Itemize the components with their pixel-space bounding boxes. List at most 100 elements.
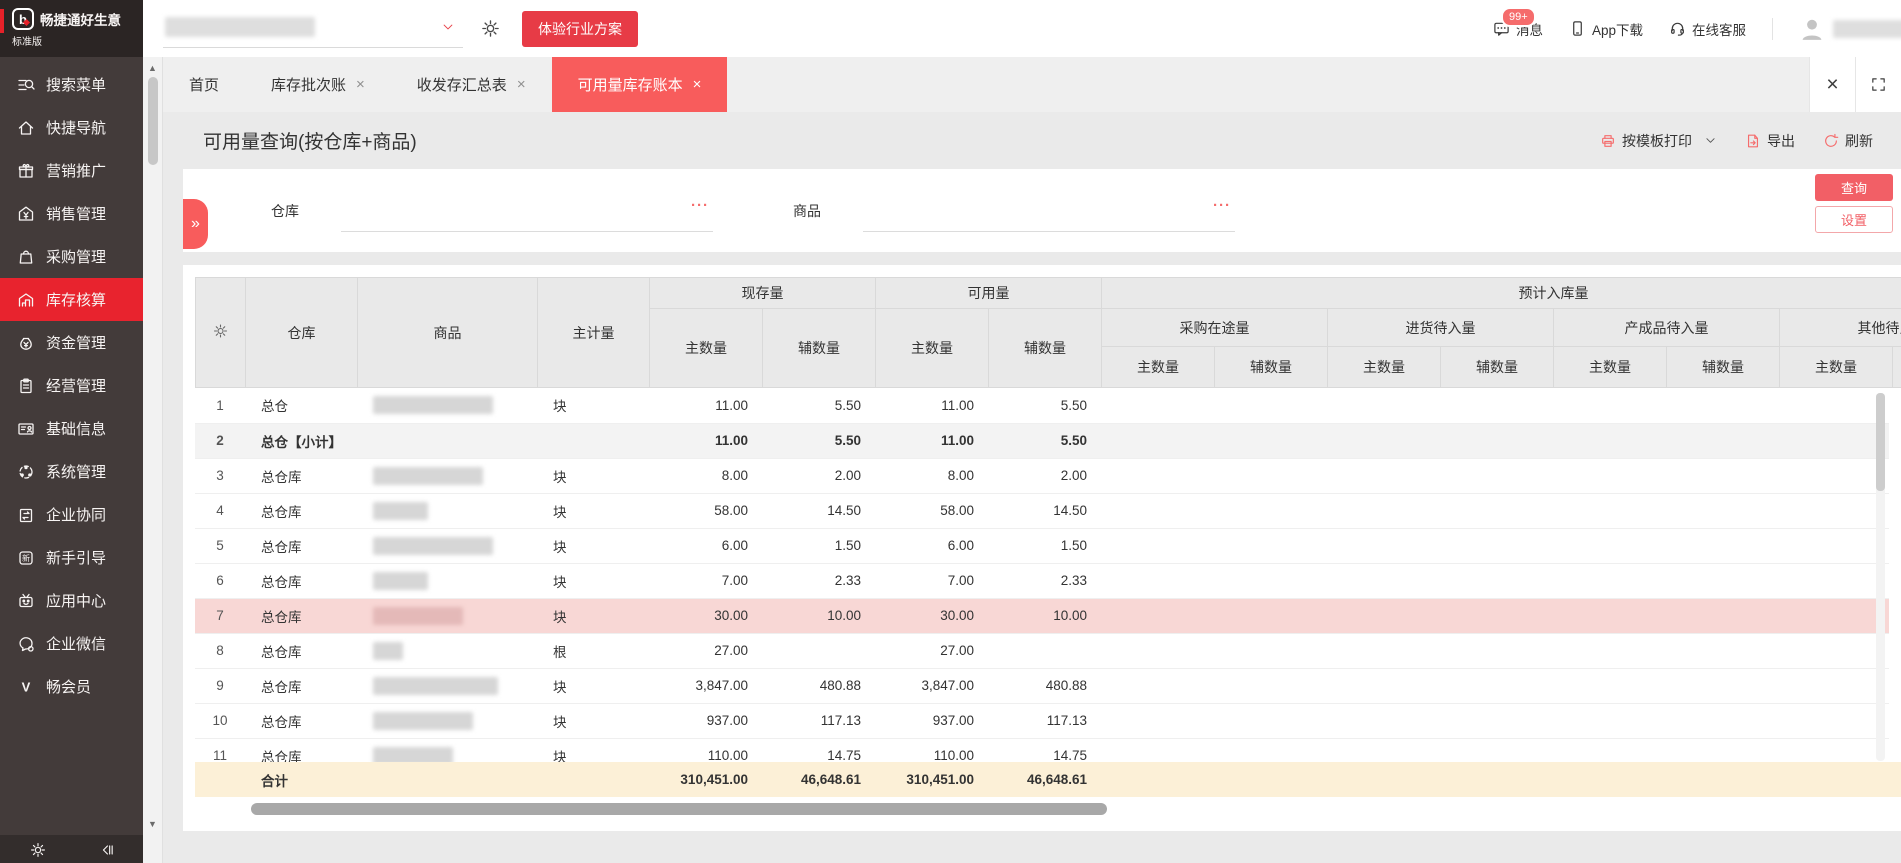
messages-button[interactable]: 消息 99+ xyxy=(1493,6,1543,39)
sidebar-settings-gear-icon[interactable] xyxy=(30,841,46,857)
warehouse-filter: 仓库 ··· xyxy=(271,190,713,232)
query-button[interactable]: 查询 xyxy=(1815,174,1893,201)
table-row[interactable]: 3 总仓库块 8.00 2.00 8.00 2.00 xyxy=(195,458,1889,494)
sidebar-item-label: 快捷导航 xyxy=(46,120,107,137)
sidebar-item-sales[interactable]: 销售管理 xyxy=(0,192,143,235)
product-cell-redacted xyxy=(357,423,537,459)
results-table-card: 仓库 商品 主计量 现存量 可用量 预计入库量 主数量 辅数量 主数量 辅数量 采购在途量 进货待入量… xyxy=(183,265,1901,831)
quantity-cell: 14.75 xyxy=(762,738,875,762)
sidebar-item-wecom[interactable]: 企业微信 xyxy=(0,622,143,665)
table-row[interactable]: 4 总仓库块 58.00 14.50 58.00 14.50 xyxy=(195,493,1889,529)
tab-2[interactable]: 库存批次账 × xyxy=(245,57,391,112)
table-row[interactable]: 6 总仓库块 7.00 2.33 7.00 2.33 xyxy=(195,563,1889,599)
tab-4[interactable]: 可用量库存账本 × xyxy=(551,57,728,112)
scroll-down-arrow[interactable]: ▼ xyxy=(148,819,157,829)
tab-1[interactable]: 首页 xyxy=(163,57,245,112)
settings-button[interactable]: 设置 xyxy=(1815,206,1893,233)
sidebar-item-funds[interactable]: 资金管理 xyxy=(0,321,143,364)
quantity-cell xyxy=(1327,388,1440,424)
tab-label: 首页 xyxy=(189,77,220,94)
sidebar-collapse-icon[interactable] xyxy=(99,841,115,857)
filter-expander-chevrons-icon[interactable]: » xyxy=(183,199,208,249)
sales-icon xyxy=(17,205,35,223)
sidebar-item-search-menu[interactable]: 搜索菜单 xyxy=(0,63,143,106)
table-row[interactable]: 2 总仓【小计】 11.00 5.50 11.00 5.50 xyxy=(195,423,1889,459)
print-chevron-down-icon xyxy=(1704,134,1717,147)
sidebar-item-member[interactable]: V 畅会员 xyxy=(0,665,143,708)
table-row[interactable]: 1 总仓块 11.00 5.50 11.00 5.50 xyxy=(195,388,1889,424)
table-row[interactable]: 8 总仓库根 27.00 27.00 xyxy=(195,633,1889,669)
tab-close-icon[interactable]: × xyxy=(356,76,365,93)
row-number-cell: 10 xyxy=(195,703,245,739)
warehouse-picker-ellipsis[interactable]: ··· xyxy=(691,196,709,214)
quantity-cell xyxy=(1327,668,1440,704)
quantity-cell xyxy=(1779,633,1889,669)
export-icon xyxy=(1745,133,1761,149)
close-all-tabs-button[interactable]: × xyxy=(1809,57,1855,112)
sidebar-item-operation[interactable]: 经营管理 xyxy=(0,364,143,407)
page-header: 可用量查询(按仓库+商品) 按模板打印 导出 xyxy=(163,112,1901,169)
quantity-cell xyxy=(1214,668,1327,704)
sidebar-item-system[interactable]: 系统管理 xyxy=(0,450,143,493)
table-row[interactable]: 10 总仓库块 937.00 117.13 937.00 117.13 xyxy=(195,703,1889,739)
warehouse-cell: 总仓库 xyxy=(245,633,357,669)
table-body-viewport: 1 总仓块 11.00 5.50 11.00 5.50 2 总仓【小计】 11.00 5.50 11… xyxy=(195,388,1889,762)
refresh-button[interactable]: 刷新 xyxy=(1823,131,1873,151)
warehouse-cell: 总仓库 xyxy=(245,738,357,762)
quick-nav-icon xyxy=(17,119,35,137)
tab-close-icon[interactable]: × xyxy=(516,76,526,93)
online-support-button[interactable]: 在线客服 xyxy=(1669,19,1746,39)
company-selector[interactable] xyxy=(163,9,463,48)
product-input[interactable]: ··· xyxy=(863,190,1235,232)
sidebar-item-label: 营销推广 xyxy=(46,163,107,180)
sidebar-item-quick-nav[interactable]: 快捷导航 xyxy=(0,106,143,149)
quantity-cell xyxy=(1101,493,1214,529)
sidebar-item-newbie-guide[interactable]: 新 新手引导 xyxy=(0,536,143,579)
quantity-cell xyxy=(1101,668,1214,704)
table-vertical-scrollbar-thumb[interactable] xyxy=(1876,393,1885,491)
purchase-icon xyxy=(17,248,35,266)
sidebar-item-collaboration[interactable]: 企业协同 xyxy=(0,493,143,536)
tab-close-icon[interactable]: × xyxy=(692,76,702,93)
fullscreen-button[interactable] xyxy=(1855,57,1901,112)
product-picker-ellipsis[interactable]: ··· xyxy=(1213,196,1231,214)
user-account[interactable] xyxy=(1799,16,1901,42)
quantity-cell xyxy=(1779,668,1889,704)
table-row[interactable]: 11 总仓库块 110.00 14.75 110.00 14.75 xyxy=(195,738,1889,762)
export-button[interactable]: 导出 xyxy=(1745,131,1795,151)
quantity-cell xyxy=(1779,528,1889,564)
sidebar-item-base-info[interactable]: 基础信息 xyxy=(0,407,143,450)
total-row: 合计 310,451.00 46,648.61 310,451.00 46,648.61 xyxy=(195,762,1901,797)
print-by-template-button[interactable]: 按模板打印 xyxy=(1600,131,1717,151)
horizontal-scrollbar-thumb[interactable] xyxy=(251,803,1107,815)
tab-3[interactable]: 收发存汇总表 × xyxy=(391,57,552,112)
table-row[interactable]: 7 总仓库块 30.00 10.00 30.00 10.00 xyxy=(195,598,1889,634)
warehouse-input[interactable]: ··· xyxy=(341,190,713,232)
system-icon xyxy=(17,463,35,481)
sidebar-item-inventory[interactable]: 库存核算 xyxy=(0,278,143,321)
sidebar-item-app-center[interactable]: 应用中心 xyxy=(0,579,143,622)
experience-solution-button[interactable]: 体验行业方案 xyxy=(522,10,638,47)
sidebar-item-purchase[interactable]: 采购管理 xyxy=(0,235,143,278)
total-quantity-cell xyxy=(1553,762,1666,797)
column-settings-gear-icon[interactable] xyxy=(213,322,228,338)
sidebar-scrollbar-thumb[interactable] xyxy=(147,77,158,165)
page-title: 可用量查询(按仓库+商品) xyxy=(203,132,417,153)
svg-text:V: V xyxy=(22,679,31,694)
topbar-divider xyxy=(1772,17,1773,40)
scroll-up-arrow[interactable]: ▲ xyxy=(148,63,157,73)
column-header: 主数量 xyxy=(1779,346,1893,388)
quantity-cell xyxy=(1666,738,1779,762)
quantity-cell xyxy=(762,633,875,669)
table-row[interactable]: 5 总仓库块 6.00 1.50 6.00 1.50 xyxy=(195,528,1889,564)
workspace-gear-icon[interactable] xyxy=(481,19,500,38)
quantity-cell: 480.88 xyxy=(988,668,1101,704)
quantity-cell xyxy=(1214,528,1327,564)
table-row[interactable]: 9 总仓库块 3,847.00 480.88 3,847.00 480.88 xyxy=(195,668,1889,704)
sidebar-item-marketing[interactable]: 营销推广 xyxy=(0,149,143,192)
app-download-button[interactable]: App下载 xyxy=(1569,19,1643,39)
quantity-cell: 3,847.00 xyxy=(649,668,762,704)
quantity-cell xyxy=(1553,423,1666,459)
quantity-cell xyxy=(1779,458,1889,494)
unit-cell: 块 xyxy=(537,388,649,424)
